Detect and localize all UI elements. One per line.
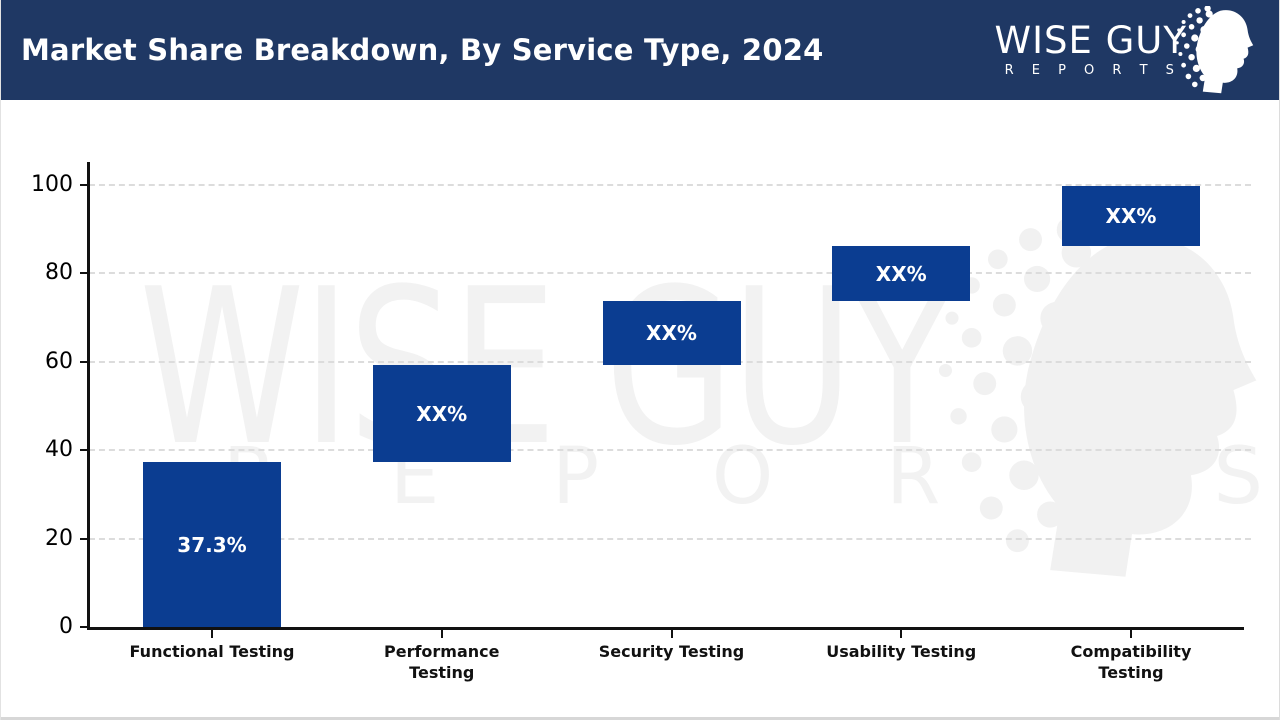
waterfall-bar-segment: XX% <box>1062 185 1200 247</box>
waterfall-bar-segment: XX% <box>832 246 971 301</box>
bar-value-label: XX% <box>646 321 697 346</box>
y-tick-label: 0 <box>59 614 73 639</box>
y-tick <box>80 360 89 363</box>
logo-wordmark-line1: WISE GUY <box>994 19 1187 62</box>
gridline-100 <box>89 184 1251 186</box>
y-axis-line <box>87 162 90 629</box>
bar-value-label: XX% <box>416 401 468 426</box>
y-tick-label: 80 <box>45 260 73 286</box>
y-tick-label: 20 <box>45 525 73 551</box>
chart-area: WISE GUY R E P O R T S 0 20 40 60 80 100 37.3%… <box>1 100 1279 716</box>
bar-value-label: 37.3% <box>177 532 247 557</box>
x-tick <box>1130 629 1132 638</box>
gridline-40 <box>89 449 1251 452</box>
waterfall-bar-segment: XX% <box>372 365 511 463</box>
bottom-rule <box>1 717 1279 720</box>
x-tick <box>211 629 213 638</box>
y-tick <box>80 184 89 186</box>
gridline-80 <box>89 272 1251 275</box>
bar-value-label: XX% <box>875 261 927 286</box>
waterfall-bar-segment: XX% <box>602 300 741 366</box>
logo-wordmark-line2: R E P O R T S <box>1004 63 1181 78</box>
logo-head-icon <box>1175 6 1254 94</box>
brand-logo: WISE GUY R E P O R T S <box>995 6 1255 94</box>
bar-value-label: XX% <box>1105 204 1157 229</box>
waterfall-chart: 0 20 40 60 80 100 37.3% XX% XX% XX% XX% Functional … <box>1 100 1279 716</box>
y-tick <box>80 537 89 540</box>
category-label: Performance Testing <box>383 642 500 682</box>
x-tick <box>440 629 443 638</box>
logo-wordmark: WISE GUY R E P O R T S <box>995 22 1187 78</box>
category-label: Functional Testing <box>129 642 295 661</box>
x-axis-line <box>87 627 1244 630</box>
y-tick-label: 60 <box>45 348 73 374</box>
y-tick-label: 100 <box>31 172 73 197</box>
category-label: Compatibility Testing <box>1070 642 1192 682</box>
y-tick <box>80 449 89 452</box>
gridline-20 <box>89 537 1251 540</box>
header: Market Share Breakdown, By Service Type,… <box>1 0 1279 100</box>
x-tick <box>670 629 673 638</box>
page-title: Market Share Breakdown, By Service Type,… <box>21 33 824 67</box>
y-tick <box>80 272 89 275</box>
x-tick <box>900 629 903 638</box>
waterfall-bar-segment: 37.3% <box>143 462 281 627</box>
category-label: Security Testing <box>598 642 745 661</box>
y-tick-label: 40 <box>45 437 73 463</box>
category-label: Usability Testing <box>826 642 977 661</box>
y-tick <box>80 626 89 628</box>
